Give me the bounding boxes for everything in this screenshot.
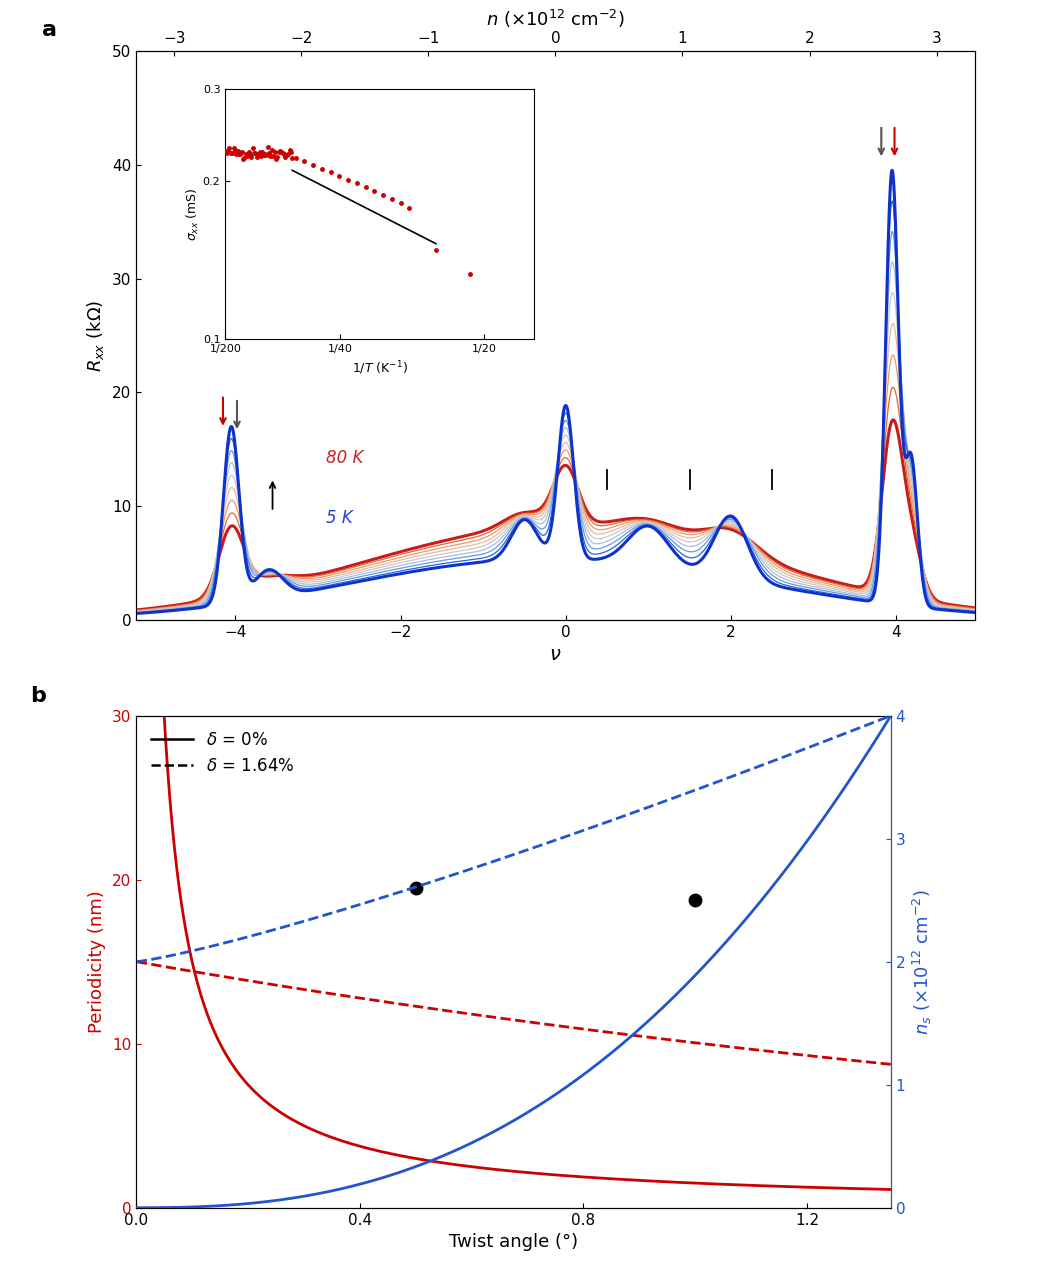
X-axis label: $\nu$: $\nu$ bbox=[549, 645, 562, 665]
Text: 80 K: 80 K bbox=[326, 449, 364, 466]
Y-axis label: $R_{xx}$ (k$\Omega$): $R_{xx}$ (k$\Omega$) bbox=[86, 299, 107, 372]
Y-axis label: $\sigma_{xx}$ (mS): $\sigma_{xx}$ (mS) bbox=[185, 188, 201, 240]
X-axis label: $1/T$ (K$^{-1}$): $1/T$ (K$^{-1}$) bbox=[352, 359, 408, 377]
Text: b: b bbox=[29, 686, 46, 705]
X-axis label: Twist angle (°): Twist angle (°) bbox=[449, 1233, 578, 1251]
X-axis label: $n$ ($\times$10$^{12}$ cm$^{-2}$): $n$ ($\times$10$^{12}$ cm$^{-2}$) bbox=[486, 8, 625, 29]
Y-axis label: Periodicity (nm): Periodicity (nm) bbox=[88, 891, 107, 1033]
Legend: $\delta$ = 0%, $\delta$ = 1.64%: $\delta$ = 0%, $\delta$ = 1.64% bbox=[145, 725, 302, 782]
Y-axis label: $n_s$ ($\times$10$^{12}$ cm$^{-2}$): $n_s$ ($\times$10$^{12}$ cm$^{-2}$) bbox=[911, 888, 934, 1035]
Text: a: a bbox=[42, 19, 57, 40]
Text: 5 K: 5 K bbox=[326, 509, 353, 527]
